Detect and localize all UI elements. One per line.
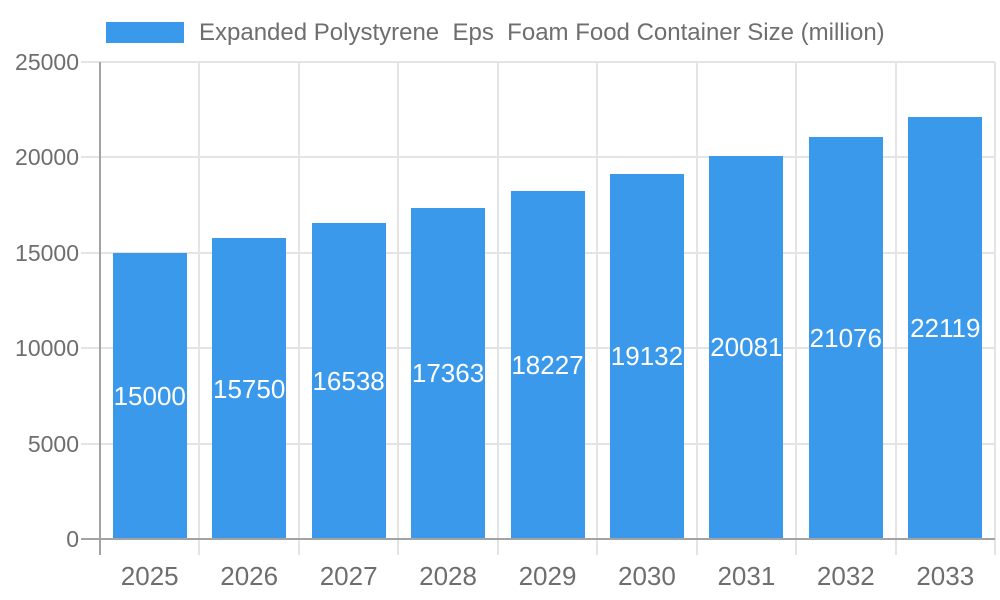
y-axis-label: 5000 — [27, 430, 79, 457]
y-axis-label: 15000 — [15, 239, 79, 266]
x-axis-label: 2032 — [816, 561, 875, 591]
bar-2032[interactable] — [808, 136, 883, 539]
x-axis-label: 2028 — [419, 561, 477, 591]
x-axis-label: 2031 — [717, 561, 776, 591]
gridline-vertical — [994, 62, 996, 555]
x-axis-label: 2026 — [220, 561, 279, 591]
gridline-vertical — [894, 62, 897, 555]
gridline-vertical — [496, 62, 499, 555]
gridline-vertical — [795, 62, 798, 555]
bar-value-label: 19132 — [610, 341, 684, 372]
bar-2029[interactable] — [510, 191, 585, 539]
bar-value-label: 22119 — [910, 312, 981, 343]
gridline-vertical — [596, 62, 599, 555]
bar-value-label: 20081 — [710, 332, 783, 363]
bar-2026[interactable] — [212, 238, 287, 539]
y-axis-label: 10000 — [15, 335, 79, 362]
gridline-vertical — [695, 62, 698, 555]
bar-value-label: 17363 — [411, 358, 485, 389]
bar-2028[interactable] — [411, 207, 486, 539]
bar-2027[interactable] — [311, 223, 386, 539]
y-axis-label: 20000 — [15, 144, 79, 171]
gridline-vertical — [397, 62, 400, 555]
x-axis-label: 2033 — [916, 561, 975, 591]
x-axis-label: 2029 — [518, 561, 577, 591]
x-axis-label: 2027 — [319, 561, 378, 591]
gridline-vertical — [297, 62, 300, 555]
bar-2025[interactable] — [112, 252, 187, 539]
bar-value-label: 21076 — [809, 322, 882, 353]
y-axis-label: 0 — [66, 526, 79, 552]
x-axis-label: 2030 — [618, 561, 676, 591]
x-axis-label: 2025 — [120, 561, 179, 591]
bar-value-label: 15000 — [113, 380, 186, 411]
legend-label: Expanded Polystyrene Eps Foam Food Conta… — [199, 19, 885, 46]
legend-item[interactable]: Expanded Polystyrene Eps Foam Food Conta… — [106, 19, 885, 46]
bar-value-label: 16538 — [312, 366, 385, 397]
gridline-horizontal — [81, 61, 995, 63]
bar-2033[interactable] — [908, 116, 983, 539]
y-axis-label: 25000 — [15, 49, 79, 75]
bar-value-label: 15750 — [213, 373, 286, 404]
bar-2030[interactable] — [609, 173, 684, 539]
legend-swatch — [106, 22, 184, 43]
x-axis-line — [81, 538, 995, 540]
bar-2031[interactable] — [709, 155, 784, 539]
bar-value-label: 18227 — [511, 350, 584, 381]
y-axis-line — [99, 62, 101, 555]
gridline-vertical — [198, 62, 201, 555]
gridline-horizontal — [81, 156, 995, 159]
